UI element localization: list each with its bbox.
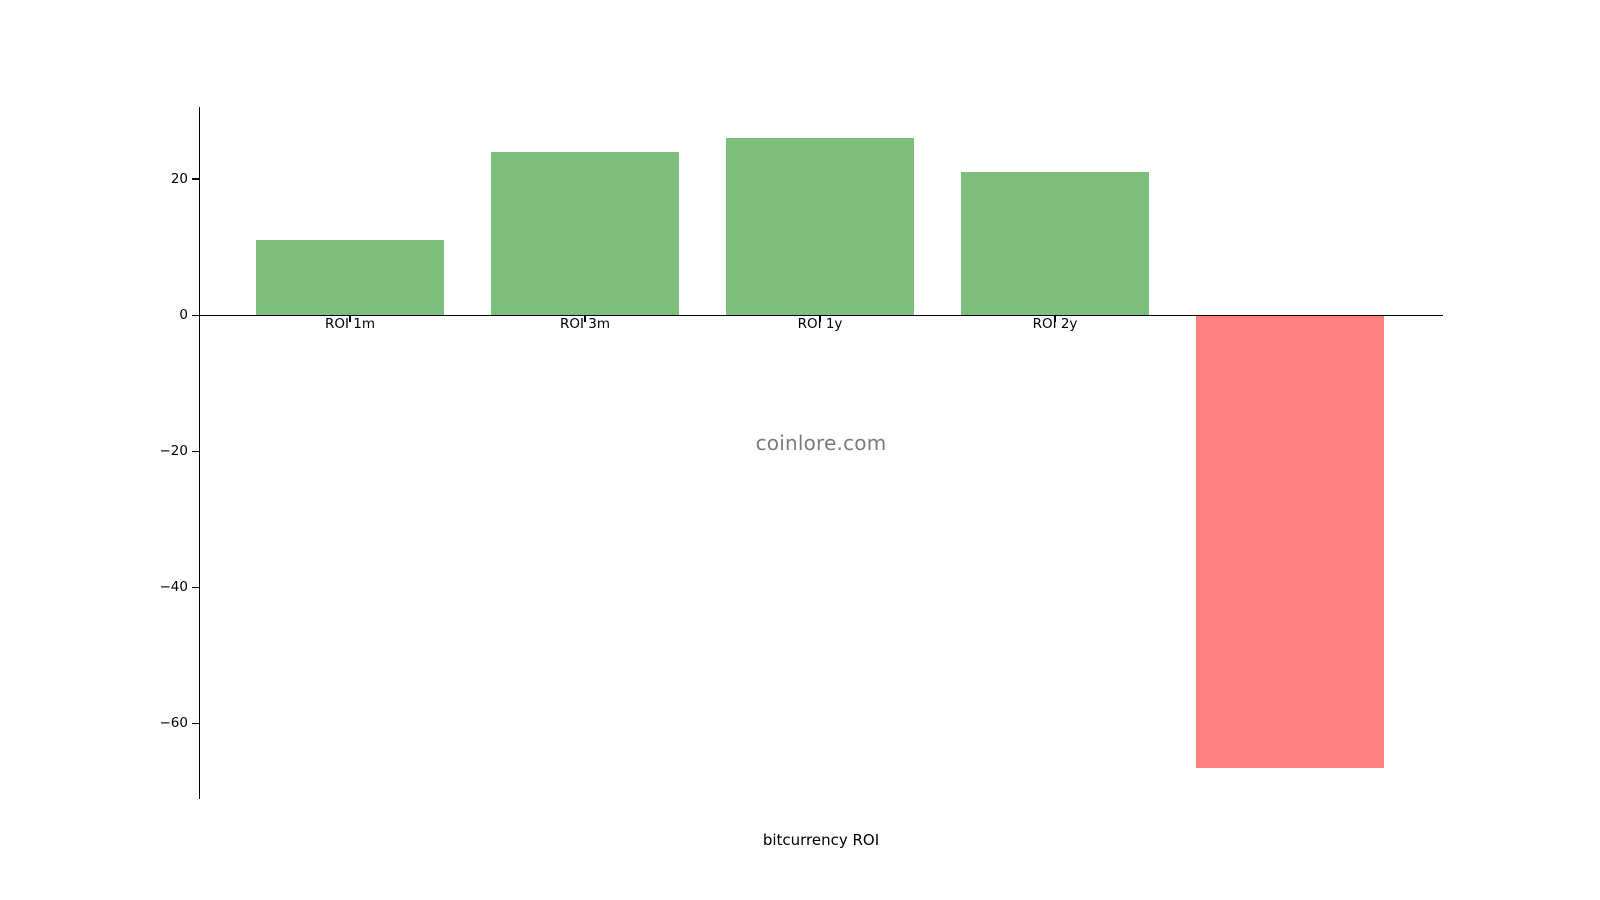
- x-tick-2: [584, 315, 586, 323]
- x-tick-label-roi-1m: ROI 1m: [324, 316, 376, 333]
- chart-title: bitcurrency ROI: [762, 831, 880, 849]
- y-tick-label-20: 20: [170, 171, 188, 188]
- y-tick-20: [191, 178, 199, 180]
- bar-roi-3m: [491, 151, 679, 316]
- y-axis-spine: [198, 107, 200, 799]
- bar-roi-1m: [256, 240, 444, 316]
- x-tick-1: [349, 315, 351, 323]
- bar-bar-4: [1196, 315, 1384, 768]
- y-tick--40: [191, 586, 199, 589]
- y-tick--20: [191, 450, 199, 452]
- bar-roi-2y: [961, 172, 1149, 316]
- x-tick-4: [1054, 315, 1056, 323]
- bar-roi-1y: [726, 138, 914, 316]
- x-tick-label-roi-3m: ROI 3m: [559, 316, 611, 333]
- x-axis-spine: [200, 314, 1443, 316]
- x-tick-3: [819, 315, 821, 323]
- y-tick-label-0: 0: [179, 307, 188, 324]
- watermark-text: coinlore.com: [755, 431, 887, 455]
- y-tick--60: [191, 722, 199, 725]
- y-tick-label--40: −40: [159, 579, 189, 596]
- x-tick-label-roi-1y: ROI 1y: [797, 316, 843, 333]
- x-tick-label-roi-2y: ROI 2y: [1032, 316, 1078, 333]
- y-tick-0: [191, 314, 199, 316]
- y-tick-label--60: −60: [159, 715, 189, 732]
- y-tick-label--20: −20: [159, 443, 189, 460]
